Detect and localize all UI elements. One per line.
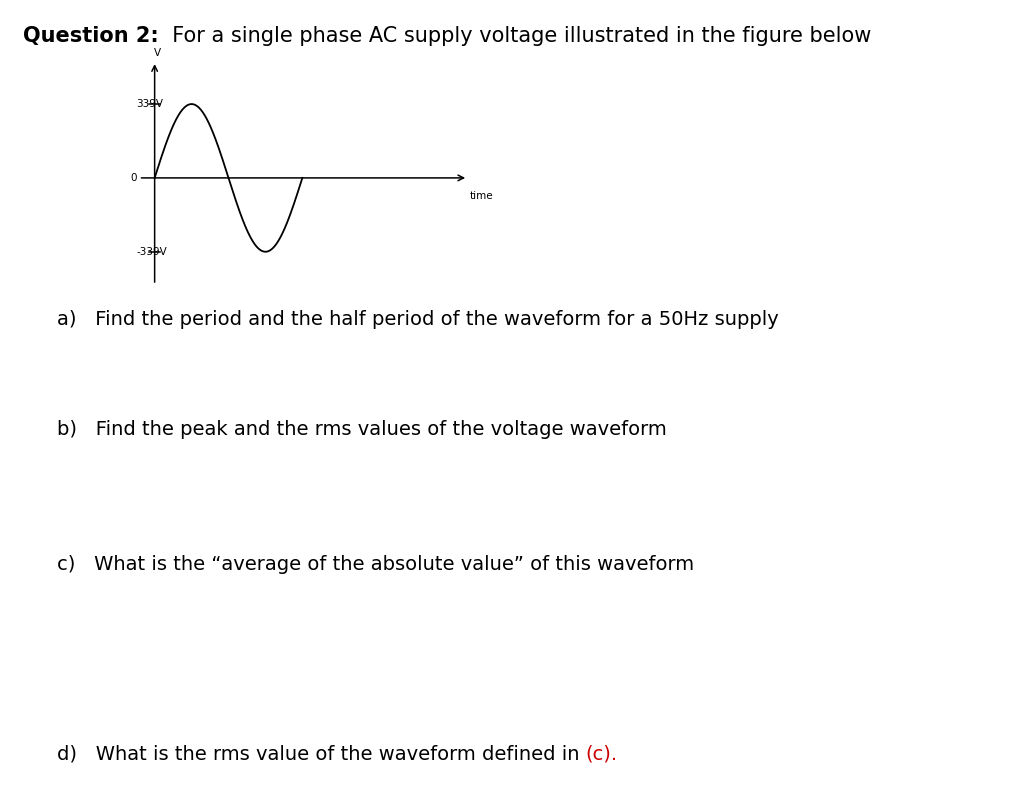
Text: For a single phase AC supply voltage illustrated in the figure below: For a single phase AC supply voltage ill… (158, 26, 870, 46)
Text: 339V: 339V (137, 99, 164, 109)
Text: time: time (470, 191, 494, 201)
Text: d)   What is the rms value of the waveform defined in: d) What is the rms value of the waveform… (57, 745, 586, 764)
Text: (c).: (c). (586, 745, 618, 764)
Text: a)   Find the period and the half period of the waveform for a 50Hz supply: a) Find the period and the half period o… (57, 310, 778, 329)
Text: 0: 0 (130, 173, 137, 183)
Text: c)   What is the “average of the absolute value” of this waveform: c) What is the “average of the absolute … (57, 555, 694, 574)
Text: b)   Find the peak and the rms values of the voltage waveform: b) Find the peak and the rms values of t… (57, 420, 667, 439)
Text: Question 2:: Question 2: (23, 26, 158, 46)
Text: -339V: -339V (137, 247, 168, 257)
Text: V: V (154, 47, 161, 58)
